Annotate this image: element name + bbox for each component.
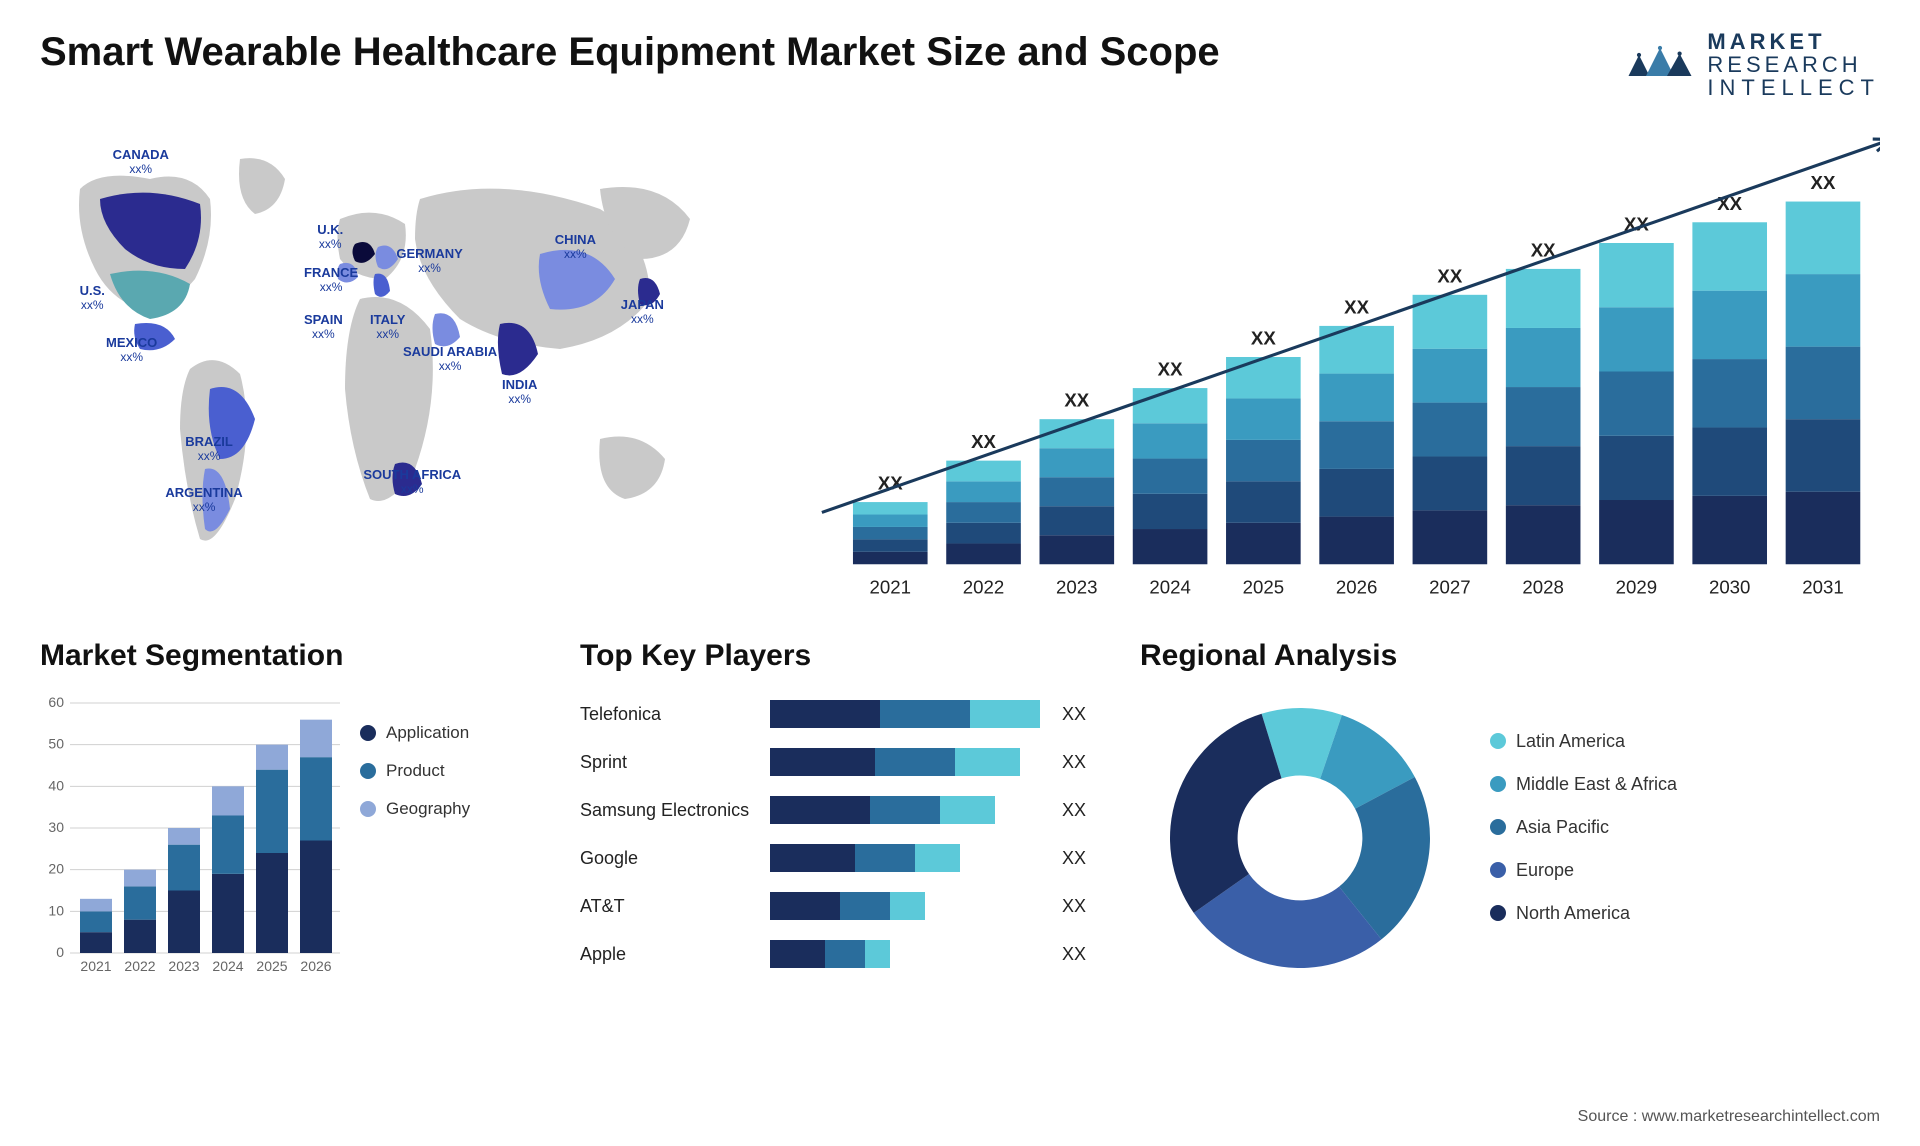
player-row: Samsung Electronics XX (580, 789, 1100, 831)
key-players-title: Top Key Players (580, 639, 1100, 673)
svg-text:XX: XX (1344, 297, 1369, 318)
player-value: XX (1062, 944, 1086, 965)
growth-chart: XX 2021 XX 2022 XX 2023 XX 2024 XX 2025 XX 2026 XX 20… (740, 129, 1880, 616)
player-row: Telefonica XX (580, 693, 1100, 735)
map-label: JAPANxx% (621, 298, 664, 327)
source-attribution: Source : www.marketresearchintellect.com (1578, 1108, 1880, 1126)
svg-text:XX: XX (1064, 390, 1089, 411)
legend-item: Europe (1490, 860, 1880, 881)
svg-text:2024: 2024 (1149, 577, 1190, 598)
map-label: CHINAxx% (555, 233, 596, 262)
svg-text:20: 20 (48, 861, 64, 877)
svg-text:2029: 2029 (1616, 577, 1657, 598)
player-bar (770, 844, 1050, 872)
svg-text:2025: 2025 (1243, 577, 1284, 598)
player-name: Telefonica (580, 704, 770, 725)
key-players-chart: Telefonica XX Sprint XX Samsung Electronics X… (580, 693, 1100, 983)
player-row: Apple XX (580, 933, 1100, 975)
legend-item: Application (360, 723, 540, 743)
svg-text:2027: 2027 (1429, 577, 1470, 598)
map-label: SAUDI ARABIAxx% (403, 345, 497, 374)
player-row: Google XX (580, 837, 1100, 879)
segmentation-chart: 0 10 20 30 40 50 60 2021 2022 2023 2024 2025 2026 (40, 693, 340, 983)
svg-text:XX: XX (1251, 328, 1276, 349)
legend-item: Product (360, 761, 540, 781)
player-bar (770, 796, 1050, 824)
svg-text:2021: 2021 (870, 577, 911, 598)
svg-text:XX: XX (971, 431, 996, 452)
legend-item: Middle East & Africa (1490, 774, 1880, 795)
svg-text:2023: 2023 (1056, 577, 1097, 598)
svg-text:2023: 2023 (168, 958, 199, 974)
regional-donut (1140, 693, 1460, 983)
logo-icon (1625, 37, 1695, 92)
svg-text:50: 50 (48, 736, 64, 752)
map-label: U.S.xx% (80, 284, 105, 313)
key-players-panel: Top Key Players TelefonicaXXSprintXXSams… (580, 639, 1100, 1019)
svg-text:2030: 2030 (1709, 577, 1750, 598)
map-label: BRAZILxx% (185, 435, 233, 464)
svg-text:2022: 2022 (963, 577, 1004, 598)
legend-item: Geography (360, 799, 540, 819)
player-bar (770, 700, 1050, 728)
player-value: XX (1062, 704, 1086, 725)
map-label: ITALYxx% (370, 313, 405, 342)
player-bar (770, 940, 1050, 968)
svg-text:60: 60 (48, 694, 64, 710)
svg-text:2026: 2026 (300, 958, 331, 974)
map-label: MEXICOxx% (106, 336, 157, 365)
logo-text-2: RESEARCH (1707, 53, 1880, 76)
svg-text:XX: XX (1158, 359, 1183, 380)
player-row: Sprint XX (580, 741, 1100, 783)
svg-text:XX: XX (1437, 266, 1462, 287)
map-label: CANADAxx% (113, 148, 169, 177)
map-label: ARGENTINAxx% (165, 486, 242, 515)
player-bar (770, 892, 1050, 920)
player-name: Google (580, 848, 770, 869)
svg-text:2022: 2022 (124, 958, 155, 974)
svg-text:10: 10 (48, 903, 64, 919)
regional-panel: Regional Analysis Latin America Middle Ea… (1140, 639, 1880, 1019)
regional-title: Regional Analysis (1140, 639, 1880, 673)
legend-item: North America (1490, 903, 1880, 924)
segmentation-legend: Application Product Geography (360, 693, 540, 983)
legend-item: Asia Pacific (1490, 817, 1880, 838)
player-value: XX (1062, 800, 1086, 821)
map-label: U.K.xx% (317, 223, 343, 252)
svg-text:2024: 2024 (212, 958, 243, 974)
player-value: XX (1062, 848, 1086, 869)
map-label: SOUTH AFRICAxx% (363, 468, 461, 497)
player-bar (770, 748, 1050, 776)
map-label: INDIAxx% (502, 378, 537, 407)
svg-text:2021: 2021 (80, 958, 111, 974)
logo-text-1: MARKET (1707, 30, 1880, 53)
svg-text:40: 40 (48, 778, 64, 794)
svg-text:XX: XX (1811, 172, 1836, 193)
segmentation-title: Market Segmentation (40, 639, 540, 673)
map-label: GERMANYxx% (396, 247, 462, 276)
svg-text:30: 30 (48, 819, 64, 835)
page-title: Smart Wearable Healthcare Equipment Mark… (40, 30, 1220, 75)
player-value: XX (1062, 896, 1086, 917)
svg-text:2031: 2031 (1802, 577, 1843, 598)
logo-text-3: INTELLECT (1707, 76, 1880, 99)
svg-text:2026: 2026 (1336, 577, 1377, 598)
player-row: AT&T XX (580, 885, 1100, 927)
player-name: AT&T (580, 896, 770, 917)
growth-chart-panel: XX 2021 XX 2022 XX 2023 XX 2024 XX 2025 XX 2026 XX 20… (740, 129, 1880, 599)
world-map-panel: CANADAxx% U.S.xx%MEXICOxx% BRAZILxx% ARGENT… (40, 129, 700, 599)
svg-text:0: 0 (56, 944, 64, 960)
player-name: Sprint (580, 752, 770, 773)
svg-text:2028: 2028 (1522, 577, 1563, 598)
regional-legend: Latin America Middle East & Africa Asia Pa… (1490, 731, 1880, 946)
player-name: Samsung Electronics (580, 800, 770, 821)
map-label: FRANCExx% (304, 266, 358, 295)
player-name: Apple (580, 944, 770, 965)
map-label: SPAINxx% (304, 313, 343, 342)
segmentation-panel: Market Segmentation 0 10 20 30 40 50 60 2021 202… (40, 639, 540, 1019)
svg-text:2025: 2025 (256, 958, 287, 974)
brand-logo: MARKET RESEARCH INTELLECT (1625, 30, 1880, 99)
legend-item: Latin America (1490, 731, 1880, 752)
player-value: XX (1062, 752, 1086, 773)
